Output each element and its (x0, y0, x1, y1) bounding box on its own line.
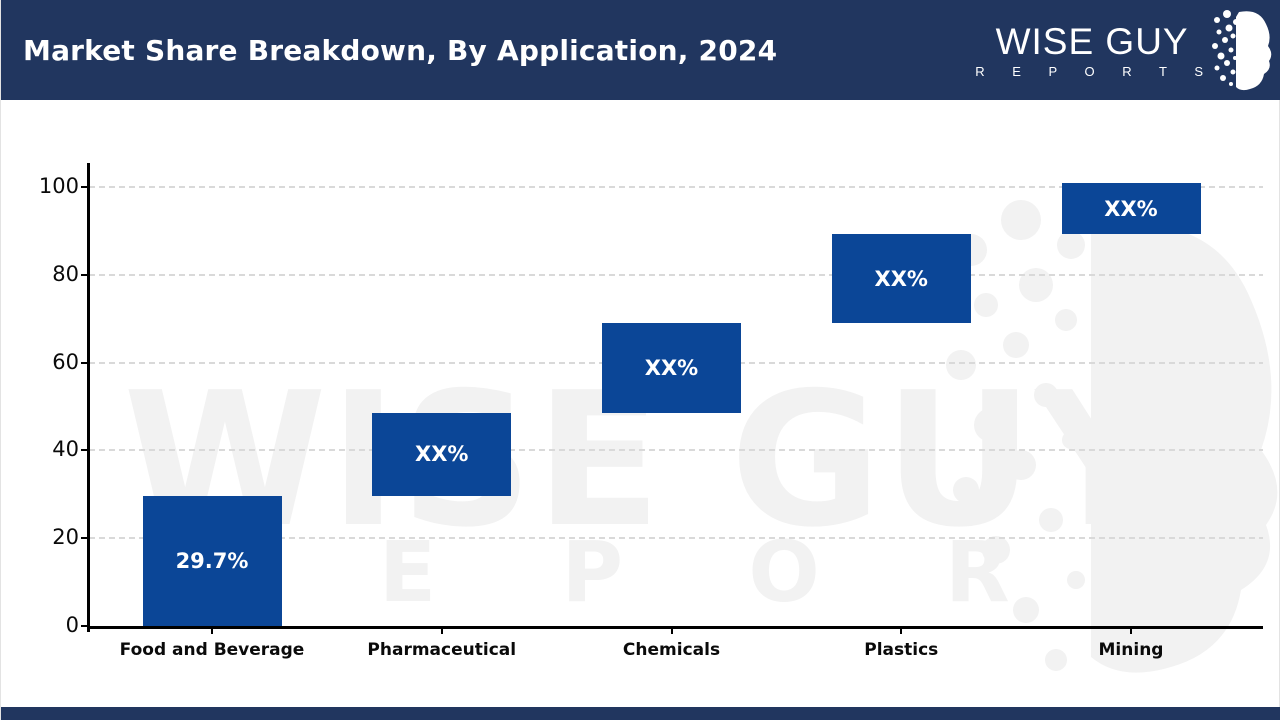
y-tick-label-20: 20 (52, 525, 79, 550)
x-tick-label-pharmaceutical: Pharmaceutical (367, 640, 517, 660)
y-tick-label-60: 60 (52, 349, 79, 374)
y-tick-0 (81, 625, 88, 627)
header-bar: Market Share Breakdown, By Application, … (1, 0, 1280, 100)
x-tick-label-chemicals: Chemicals (622, 640, 721, 660)
y-tick-40 (81, 449, 88, 452)
bar-value-label: XX% (644, 356, 699, 381)
y-axis-spine (87, 163, 90, 632)
plot-area: WISE GUY R E P O R T S 02040608010029.7%… (1, 100, 1280, 707)
x-tick-label-mining: Mining (1098, 640, 1164, 660)
y-tick-100 (81, 186, 88, 188)
watermark-face-icon (946, 200, 1278, 673)
bar-value-label: XX% (1104, 196, 1158, 221)
gridline-y100 (89, 186, 1263, 188)
bar-plastics: XX% (831, 234, 971, 324)
y-tick-60 (81, 361, 88, 364)
footer-bar (1, 707, 1280, 720)
logo-wordmark: WISE GUY (995, 20, 1189, 62)
logo-face-icon (1212, 10, 1272, 91)
brand-logo: WISE GUY R E P O R T S (969, 4, 1273, 96)
x-tick-food-and-beverage (211, 626, 213, 634)
y-tick-80 (81, 273, 88, 276)
gridline-y80 (89, 273, 1263, 276)
x-tick-pharmaceutical (440, 626, 443, 634)
x-axis-spine (87, 626, 1263, 629)
x-tick-mining (1130, 626, 1132, 634)
x-tick-label-plastics: Plastics (864, 640, 939, 660)
bar-pharmaceutical: XX% (372, 413, 512, 496)
x-tick-plastics (900, 626, 903, 634)
y-tick-label-0: 0 (65, 613, 79, 637)
page-title: Market Share Breakdown, By Application, … (23, 33, 778, 67)
bar-mining: XX% (1061, 183, 1201, 235)
bar-chemicals: XX% (602, 323, 741, 414)
x-tick-label-food-and-beverage: Food and Beverage (119, 640, 305, 660)
y-tick-20 (81, 537, 88, 540)
y-tick-label-80: 80 (52, 261, 79, 286)
bar-value-label: XX% (415, 442, 469, 467)
x-tick-chemicals (670, 626, 673, 634)
y-tick-label-40: 40 (52, 437, 79, 462)
y-tick-label-100: 100 (38, 174, 79, 198)
bar-value-label: 29.7% (175, 548, 249, 573)
gridline-y40 (89, 449, 1263, 452)
bar-food-and-beverage: 29.7% (142, 495, 282, 626)
logo-subtitle: R E P O R T S (975, 63, 1215, 79)
bar-value-label: XX% (874, 266, 928, 291)
gridline-y20 (89, 537, 1263, 540)
